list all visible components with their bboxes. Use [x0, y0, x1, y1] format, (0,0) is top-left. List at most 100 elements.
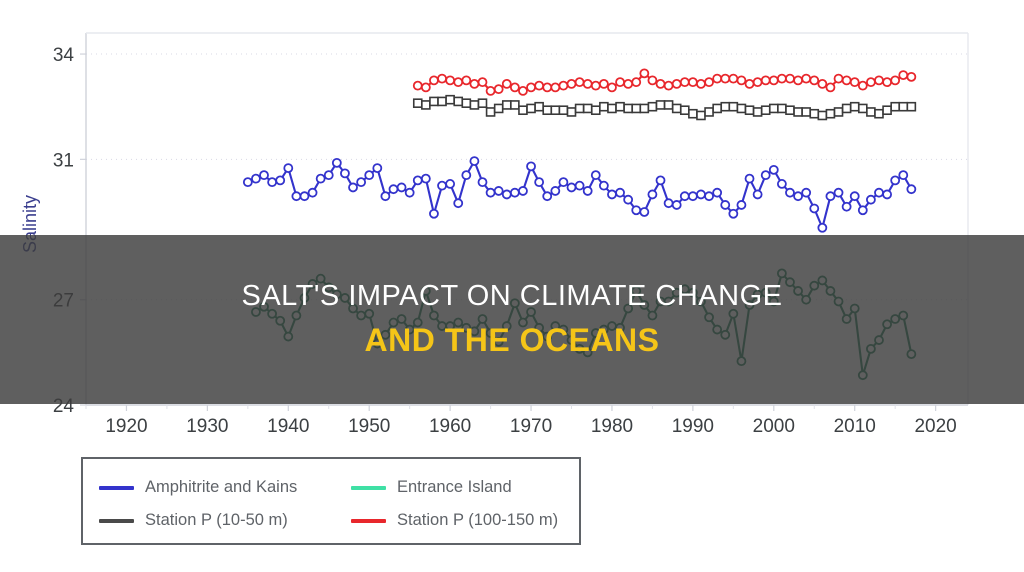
- series-marker: [469, 156, 480, 166]
- series-marker: [412, 98, 423, 108]
- series-marker: [518, 186, 528, 196]
- series-marker: [671, 200, 682, 210]
- series-marker: [299, 191, 310, 202]
- series-marker: [420, 82, 431, 93]
- series-marker: [445, 94, 455, 105]
- series-marker: [712, 187, 723, 198]
- legend-swatch-icon-station-p-100-150: [351, 518, 386, 523]
- series-marker: [242, 177, 253, 188]
- series-marker: [890, 101, 900, 112]
- series-marker: [639, 207, 650, 217]
- series-marker: [866, 107, 876, 117]
- series-marker: [793, 75, 803, 86]
- series-marker: [582, 78, 593, 89]
- series-marker: [687, 191, 698, 202]
- series-marker: [323, 170, 334, 181]
- series-marker: [404, 187, 415, 198]
- series-marker: [501, 189, 512, 200]
- series-marker: [760, 105, 771, 116]
- series-marker: [623, 194, 634, 205]
- series-marker: [817, 78, 828, 89]
- legend-swatch-icon-amphitrite-and-kains: [99, 485, 134, 490]
- series-marker: [542, 105, 553, 116]
- x-axis-tick-label: 1960: [429, 416, 471, 437]
- series-marker: [477, 98, 488, 108]
- series-marker: [679, 191, 690, 202]
- series-marker: [785, 105, 795, 116]
- series-marker: [631, 103, 642, 114]
- legend-label-entrance-island: Entrance Island: [397, 478, 512, 496]
- series-marker: [412, 80, 423, 91]
- series-marker: [542, 191, 553, 202]
- series-marker: [283, 163, 294, 174]
- series-marker: [801, 107, 811, 117]
- series-marker: [906, 71, 917, 82]
- series-marker: [728, 73, 739, 84]
- series-marker: [712, 73, 723, 84]
- series-marker: [315, 173, 326, 184]
- series-marker: [833, 187, 844, 198]
- series-marker: [663, 100, 674, 110]
- series-marker: [412, 175, 423, 186]
- series-marker: [477, 177, 488, 188]
- series-marker: [251, 173, 261, 184]
- series-marker: [874, 187, 884, 198]
- series-marker: [469, 78, 480, 89]
- series-marker: [882, 105, 892, 116]
- series-marker: [704, 77, 714, 88]
- series-marker: [461, 98, 472, 108]
- series-marker: [526, 161, 536, 172]
- series-marker: [890, 75, 901, 86]
- series-marker: [607, 103, 617, 114]
- series-marker: [574, 103, 585, 114]
- series-marker: [380, 191, 391, 202]
- series-marker: [801, 187, 812, 198]
- series-marker: [817, 110, 828, 121]
- series-marker: [598, 180, 609, 191]
- series-marker: [752, 189, 763, 200]
- series-marker: [687, 77, 698, 88]
- series-marker: [558, 80, 569, 91]
- series-marker: [736, 200, 747, 210]
- series-marker: [526, 82, 536, 93]
- series-marker: [607, 82, 617, 93]
- series-marker: [858, 103, 868, 114]
- series-marker: [639, 68, 650, 79]
- series-marker: [639, 103, 650, 114]
- series-marker: [874, 108, 884, 119]
- series-marker: [728, 208, 739, 219]
- series-marker: [874, 75, 884, 86]
- series-marker: [582, 103, 593, 114]
- series-marker: [704, 191, 714, 202]
- series-marker: [809, 75, 820, 86]
- legend-label-station-p-100-150: Station P (100-150 m): [397, 511, 559, 529]
- series-marker: [364, 170, 375, 181]
- series-marker: [453, 77, 464, 88]
- series-marker: [671, 78, 682, 89]
- series-marker: [898, 70, 909, 81]
- series-marker: [631, 205, 642, 216]
- series-marker: [453, 198, 464, 209]
- series-marker: [558, 105, 569, 116]
- series-marker: [598, 78, 609, 89]
- series-marker: [501, 100, 512, 110]
- series-marker: [647, 75, 658, 86]
- series-marker: [421, 100, 431, 110]
- series-marker: [453, 96, 464, 107]
- series-marker: [509, 187, 520, 198]
- series-marker: [825, 191, 836, 202]
- legend-item-station-p-10-50: Station P (10-50 m): [99, 511, 351, 530]
- series-marker: [679, 105, 690, 116]
- series-marker: [534, 80, 545, 91]
- series-marker: [518, 86, 528, 96]
- series-marker: [550, 186, 561, 196]
- series-marker: [696, 78, 706, 89]
- series-marker: [509, 82, 520, 93]
- x-axis-tick-label: 1940: [267, 416, 309, 437]
- series-marker: [485, 86, 496, 96]
- series-marker: [461, 75, 472, 86]
- series-marker: [485, 187, 496, 198]
- series-marker: [607, 189, 617, 200]
- series-marker: [437, 96, 447, 107]
- series-marker: [477, 77, 488, 88]
